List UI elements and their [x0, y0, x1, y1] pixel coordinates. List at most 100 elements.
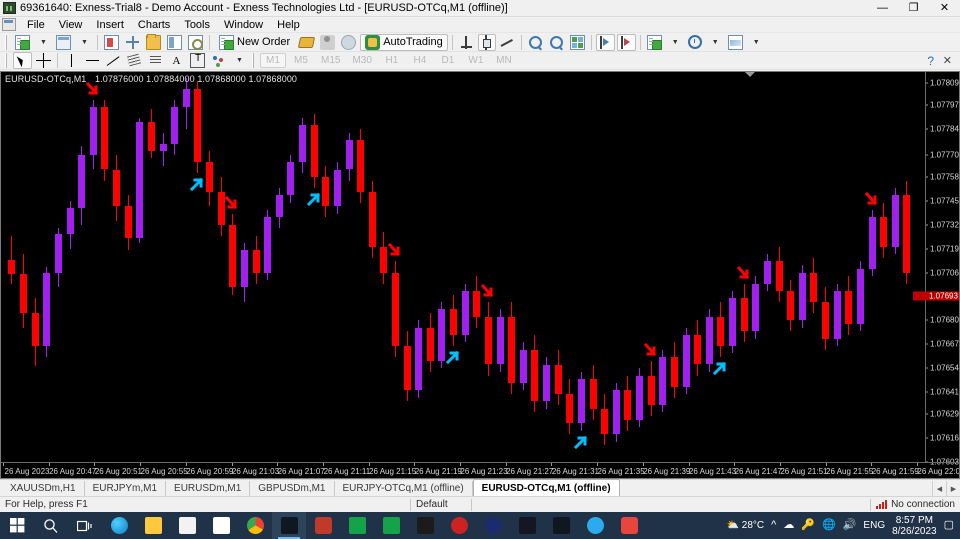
- maximize-button[interactable]: ❐: [908, 2, 919, 14]
- fibonacci-button[interactable]: [125, 52, 144, 69]
- new-chart-dropdown[interactable]: ▼: [34, 34, 52, 51]
- timeframe-mn[interactable]: MN: [496, 55, 512, 66]
- taskbar-app-bolt[interactable]: [612, 512, 646, 539]
- chart-shift-button[interactable]: [595, 33, 615, 51]
- one-click-trading-button[interactable]: [339, 34, 358, 51]
- menu-item-tools[interactable]: Tools: [184, 18, 210, 31]
- taskbar-app-chrome[interactable]: [238, 512, 272, 539]
- navigator-button[interactable]: [144, 33, 163, 51]
- network-icon[interactable]: 🌐: [822, 519, 836, 531]
- horizontal-line-button[interactable]: [83, 52, 102, 69]
- menu-item-insert[interactable]: Insert: [96, 18, 124, 31]
- crosshair-button[interactable]: [34, 52, 53, 69]
- templates-dropdown[interactable]: ▼: [747, 34, 765, 51]
- onedrive-icon[interactable]: ☁: [783, 519, 795, 531]
- taskbar-app-mail[interactable]: [204, 512, 238, 539]
- status-connection[interactable]: No connection: [871, 497, 960, 513]
- taskbar-app-tradingview[interactable]: [510, 512, 544, 539]
- objects-button[interactable]: [209, 52, 228, 69]
- trendline-button[interactable]: [104, 52, 123, 69]
- taskbar-app-telegram[interactable]: [578, 512, 612, 539]
- chart-tab-eurjpym-m1[interactable]: EURJPYm,M1: [85, 481, 167, 496]
- taskbar-app-fbs[interactable]: [374, 512, 408, 539]
- taskbar-app-ruby[interactable]: [306, 512, 340, 539]
- autotrading-button[interactable]: AutoTrading: [360, 33, 448, 51]
- weather-widget[interactable]: ⛅ 28°C: [727, 520, 765, 531]
- auto-scroll-button[interactable]: [616, 33, 636, 51]
- timeframe-h1[interactable]: H1: [385, 55, 399, 66]
- language-indicator[interactable]: ENG: [863, 520, 886, 531]
- grid-button[interactable]: [568, 34, 587, 51]
- close-button[interactable]: ✕: [939, 2, 950, 14]
- zoom-in-button[interactable]: [526, 34, 545, 51]
- taskbar-app-kite[interactable]: [476, 512, 510, 539]
- start-button[interactable]: [0, 512, 34, 539]
- taskbar-app-fbs-trader[interactable]: [340, 512, 374, 539]
- line-chart-button[interactable]: [498, 34, 517, 51]
- toolbar-grip[interactable]: [5, 34, 9, 50]
- toolbar-grip[interactable]: [5, 53, 9, 68]
- timeframe-m15[interactable]: M15: [321, 55, 341, 66]
- security-key-icon[interactable]: 🔑: [801, 519, 816, 531]
- timeframe-w1[interactable]: W1: [468, 55, 484, 66]
- tray-expand-icon[interactable]: ^: [771, 519, 777, 531]
- notification-center-icon[interactable]: ▢: [943, 519, 954, 531]
- indicators-dropdown[interactable]: ▼: [666, 34, 684, 51]
- menu-item-help[interactable]: Help: [277, 18, 300, 31]
- objects-dropdown[interactable]: ▼: [230, 52, 248, 69]
- templates-button[interactable]: [726, 34, 745, 51]
- chart-tab-xauusdm-h1[interactable]: XAUUSDm,H1: [2, 481, 85, 496]
- minimize-button[interactable]: —: [877, 2, 888, 14]
- expert-advisors-button[interactable]: [318, 34, 337, 51]
- chart-tab-gbpusdm-m1[interactable]: GBPUSDm,M1: [250, 481, 335, 496]
- chart-tab-eurjpy-otcq-m1[interactable]: EURJPY-OTCq,M1 (offline): [335, 481, 473, 496]
- taskbar-app-opera[interactable]: [442, 512, 476, 539]
- clock[interactable]: 8:57 PM 8/26/2023: [892, 515, 937, 537]
- status-profile[interactable]: Default: [416, 499, 448, 510]
- taskbar-app-edge[interactable]: [102, 512, 136, 539]
- cursor-button[interactable]: [13, 52, 32, 69]
- timeframe-h4[interactable]: H4: [413, 55, 427, 66]
- taskbar-app-exness[interactable]: [408, 512, 442, 539]
- time-axis[interactable]: 26 Aug 2023 26 Aug 20:47 26 Aug 20:51 26 Au…: [1, 462, 959, 478]
- zoom-out-button[interactable]: [547, 34, 566, 51]
- bar-chart-button[interactable]: [457, 34, 476, 51]
- taskbar-app-file-explorer[interactable]: [136, 512, 170, 539]
- menu-item-window[interactable]: Window: [224, 18, 264, 31]
- timeframe-m1[interactable]: M1: [260, 53, 286, 68]
- timeframe-m30[interactable]: M30: [352, 55, 372, 66]
- candlestick-plot[interactable]: [1, 72, 925, 462]
- taskbar-app-metatrader5[interactable]: [544, 512, 578, 539]
- menu-item-view[interactable]: View: [58, 18, 83, 31]
- chart-tab-eurusdm-m1[interactable]: EURUSDm,M1: [166, 481, 251, 496]
- help-icon[interactable]: ?: [927, 54, 934, 68]
- timeframe-d1[interactable]: D1: [441, 55, 455, 66]
- close-child-window-icon[interactable]: ✕: [942, 55, 952, 67]
- terminal-button[interactable]: [165, 34, 184, 51]
- profiles-button[interactable]: [54, 34, 73, 51]
- text-label-button[interactable]: [188, 52, 207, 69]
- candlestick-chart-button[interactable]: [477, 33, 496, 51]
- metaeditor-button[interactable]: [297, 34, 316, 51]
- new-order-button[interactable]: New Order: [214, 34, 295, 51]
- profiles-dropdown[interactable]: ▼: [75, 34, 93, 51]
- periods-dropdown[interactable]: ▼: [706, 34, 724, 51]
- vertical-line-button[interactable]: [62, 52, 81, 69]
- strategy-tester-button[interactable]: [186, 34, 205, 51]
- volume-icon[interactable]: 🔊: [842, 519, 857, 531]
- price-chart[interactable]: EURUSD-OTCq,M1 1.07876000 1.07884000 1.0…: [0, 71, 960, 479]
- task-view-button[interactable]: [68, 512, 102, 539]
- indicators-button[interactable]: [645, 34, 664, 51]
- taskbar-app-microsoft-store[interactable]: [170, 512, 204, 539]
- text-button[interactable]: A: [167, 52, 186, 69]
- chart-scroll-marker[interactable]: [745, 72, 755, 77]
- menu-item-charts[interactable]: Charts: [137, 18, 171, 31]
- new-chart-button[interactable]: [13, 34, 32, 51]
- equidistant-channel-button[interactable]: [146, 52, 165, 69]
- price-axis[interactable]: 1.07809 1.07797 1.07784 1.07770 1.07758 1.077…: [925, 72, 959, 467]
- toolbar-grip[interactable]: [252, 53, 256, 68]
- chart-tab-eurusd-otcq-m1[interactable]: EURUSD-OTCq,M1 (offline): [472, 479, 620, 496]
- market-watch-button[interactable]: [102, 34, 121, 51]
- search-button[interactable]: [34, 512, 68, 539]
- chart-tabs-scroll-right-icon[interactable]: ▶: [946, 481, 960, 496]
